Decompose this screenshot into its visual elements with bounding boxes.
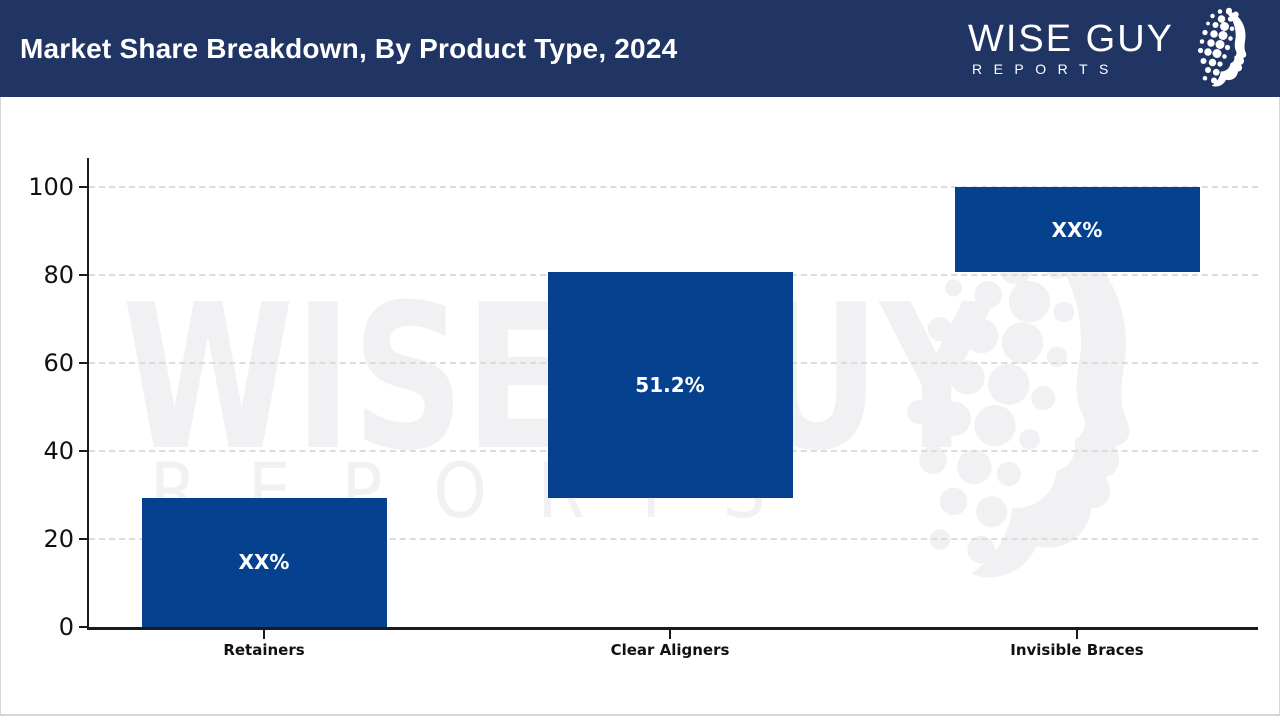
y-tick-60 <box>79 362 88 364</box>
y-tick-20 <box>79 538 88 540</box>
wiseguy-logo-line1: WISE GUY <box>967 18 1174 60</box>
bar-retainers <box>141 497 387 627</box>
wiseguy-logo-line2: REPORTS <box>971 61 1120 77</box>
y-tick-100 <box>79 186 88 188</box>
bar-value-label: 51.2% <box>635 373 705 397</box>
y-tick-label-0: 0 <box>58 613 74 641</box>
x-tick-2 <box>669 630 671 639</box>
y-tick-label-20: 20 <box>43 525 74 553</box>
x-tick-3 <box>1076 630 1078 639</box>
bar-value-label: XX% <box>238 550 290 575</box>
y-tick-80 <box>79 274 88 276</box>
wiseguy-head-icon <box>1197 7 1247 87</box>
y-tick-label-100: 100 <box>28 173 74 201</box>
bar-value-label: XX% <box>1051 217 1103 242</box>
wiseguy-logo-text: WISE GUY REPORTS <box>968 20 1174 77</box>
y-tick-0 <box>79 626 88 628</box>
y-tick-label-40: 40 <box>43 437 74 465</box>
y-tick-label-60: 60 <box>43 349 74 377</box>
x-axis-line <box>87 627 1258 630</box>
y-tick-label-80: 80 <box>43 261 74 289</box>
page-title: Market Share Breakdown, By Product Type,… <box>20 32 678 64</box>
bar-clear-aligners <box>547 272 793 498</box>
y-tick-40 <box>79 450 88 452</box>
gridline-100 <box>89 186 1258 188</box>
gridline-20 <box>89 538 1258 540</box>
x-category-label: Retainers <box>223 641 305 659</box>
y-axis-line <box>87 158 89 629</box>
wiseguy-logo: WISE GUY REPORTS <box>968 7 1254 91</box>
x-category-label: Invisible Braces <box>1010 641 1144 659</box>
x-category-label: Clear Aligners <box>610 641 730 659</box>
header-bar: Market Share Breakdown, By Product Type,… <box>0 0 1280 97</box>
x-tick-1 <box>263 630 265 639</box>
bar-invisible-braces <box>954 187 1200 273</box>
